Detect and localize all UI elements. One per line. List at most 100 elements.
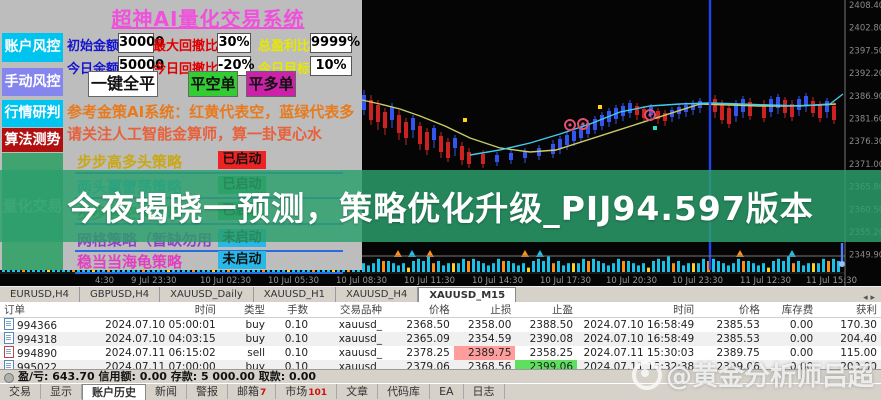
sidebar-item-2[interactable]: 行情研判: [2, 100, 63, 127]
chart-tab-XAUUSD_Daily[interactable]: XAUUSD_Daily: [160, 287, 254, 302]
order-doc-icon: [4, 346, 14, 358]
field-label-0: 初始金额: [67, 39, 120, 54]
field-input-2[interactable]: 9999%: [310, 33, 360, 53]
column-header-8[interactable]: 时间: [577, 302, 699, 318]
column-header-10[interactable]: 库存费: [763, 302, 818, 318]
terminal-tab-代码库[interactable]: 代码库: [378, 384, 431, 399]
weibo-watermark-text: @黄金分析师吕超: [666, 362, 875, 392]
action-button-1[interactable]: 平空单: [188, 71, 238, 97]
svg-text:10 Jul 14:30: 10 Jul 14:30: [472, 276, 523, 286]
cell: 2358.00: [467, 319, 512, 331]
terminal-tab-市场[interactable]: 市场101: [276, 384, 338, 399]
cell: 994366: [0, 318, 88, 332]
column-header-2[interactable]: 类型: [219, 302, 269, 318]
chart-tab-XAUUSD_M15[interactable]: XAUUSD_M15: [418, 287, 517, 303]
svg-text:2386.90: 2386.90: [849, 92, 881, 102]
terminal-tab-bar: 交易 显示 账户历史 新闻 警报 邮箱7 市场101 文章 代码库 EA 日志: [0, 383, 881, 400]
cell: 2389.75: [453, 346, 516, 360]
cell: 2024.07.11 06:15:02: [105, 347, 216, 359]
cell: 0.10: [284, 319, 309, 331]
strategy-name-0: 步步高多头策略: [77, 153, 183, 171]
cell: 204.40: [817, 332, 881, 346]
column-header-7[interactable]: 止盈: [515, 302, 577, 318]
cell: xauusd_: [312, 332, 387, 346]
strategy-status-button-0[interactable]: 已启动: [218, 151, 266, 169]
panel-note-0: 参考金策AI系统：红黄代表空，蓝绿代表多: [67, 103, 355, 121]
order-row-994890[interactable]: 994890 2024.07.11 06:15:02 sell 0.10 xauusd_…: [0, 346, 881, 360]
strategy-underline: [75, 250, 343, 252]
chart-tab-GBPUSD,H4[interactable]: GBPUSD,H4: [80, 287, 161, 302]
cell: 170.30: [840, 319, 877, 331]
svg-text:2397.50: 2397.50: [849, 46, 881, 56]
svg-text:4:30: 4:30: [95, 276, 114, 286]
sidebar-item-0[interactable]: 账户风控: [2, 33, 63, 62]
field-label-2: 总盈利比: [258, 39, 311, 54]
field-input-5[interactable]: 10%: [310, 56, 352, 76]
cell: 2368.50: [406, 319, 450, 331]
svg-text:10 Jul 08:30: 10 Jul 08:30: [336, 276, 387, 286]
chart-tab-XAUUSD_H4[interactable]: XAUUSD_H4: [336, 287, 419, 302]
cell: 2024.07.10 16:58:49: [577, 332, 699, 346]
column-header-11[interactable]: 获利: [817, 302, 881, 318]
svg-text:10 Jul 17:30: 10 Jul 17:30: [540, 276, 591, 286]
svg-text:10 Jul 11:30: 10 Jul 11:30: [404, 276, 455, 286]
strategy-underline: [75, 272, 343, 274]
cell: 0.00: [789, 319, 814, 331]
status-orb-icon: [4, 373, 14, 383]
svg-text:10 Jul 05:30: 10 Jul 05:30: [268, 276, 319, 286]
field-input-1[interactable]: 30%: [217, 33, 251, 53]
field-input-0[interactable]: 30000: [118, 33, 164, 53]
terminal-tab-EA[interactable]: EA: [430, 384, 464, 399]
sidebar-item-1[interactable]: 手动风控: [2, 68, 63, 96]
weibo-eye-icon: [632, 359, 662, 390]
cell: 994890: [0, 346, 88, 360]
strategy-status-button-4[interactable]: 未启动: [218, 251, 266, 269]
sidebar-item-3[interactable]: 算法测势: [2, 128, 63, 152]
terminal-tab-新闻[interactable]: 新闻: [146, 384, 187, 399]
cell: 2390.08: [515, 332, 577, 346]
terminal-tab-日志[interactable]: 日志: [464, 384, 505, 399]
panel-note-1: 请关注人工智能金算师，算一卦更心水: [67, 125, 323, 143]
svg-text:2392.20: 2392.20: [849, 69, 881, 79]
column-header-1[interactable]: 时间: [88, 302, 220, 318]
panel-title: 超神AI量化交易系统: [111, 7, 305, 31]
tab-scroll-icons[interactable]: ◂ ▸: [863, 293, 875, 303]
svg-text:2408.40: 2408.40: [849, 1, 881, 11]
cell: 2024.07.11 15:30:03: [583, 347, 695, 359]
terminal-tab-账户历史[interactable]: 账户历史: [82, 384, 146, 400]
terminal-tab-文章[interactable]: 文章: [337, 384, 379, 399]
svg-text:2381.60: 2381.60: [849, 115, 881, 125]
terminal-tab-显示[interactable]: 显示: [41, 384, 82, 399]
promo-watermark-band: 今夜揭晓一预测，策略优化升级_PIJ94.597版本: [0, 170, 881, 242]
order-row-994366[interactable]: 994366 2024.07.10 05:00:01 buy 0.10 xauusd_ 2…: [0, 318, 881, 332]
action-button-0[interactable]: 一键全平: [88, 71, 158, 97]
action-button-2[interactable]: 平多单: [246, 71, 296, 97]
column-header-6[interactable]: 止损: [453, 302, 516, 318]
account-summary-text: 盈/亏: 643.70 信用额: 0.00 存款: 5 000.00 取款: 0…: [18, 370, 317, 383]
svg-text:11 Jul 12:30: 11 Jul 12:30: [740, 276, 791, 286]
column-header-3[interactable]: 手数: [269, 302, 313, 318]
terminal-tab-警报[interactable]: 警报: [187, 384, 228, 399]
cell: 2024.07.10 04:03:15: [88, 332, 220, 346]
cell: 0.10: [284, 347, 309, 359]
cell: 2385.53: [716, 319, 760, 331]
terminal-tab-交易[interactable]: 交易: [0, 384, 41, 399]
column-header-5[interactable]: 价格: [386, 302, 454, 318]
cell: sell: [247, 347, 265, 359]
chart-tab-EURUSD,H4[interactable]: EURUSD,H4: [0, 287, 81, 302]
cell: xauusd_: [338, 319, 383, 331]
order-doc-icon: [4, 332, 14, 344]
cell: 0.10: [269, 332, 313, 346]
column-header-0[interactable]: 订单: [0, 302, 89, 318]
order-row-994318[interactable]: 994318 2024.07.10 04:03:15 buy 0.10 xauusd_ 2…: [0, 332, 881, 346]
column-header-9[interactable]: 价格: [698, 302, 764, 318]
chart-tab-strip: EURUSD,H4 GBPUSD,H4 XAUUSD_Daily XAUUSD_H1 X…: [0, 286, 881, 303]
svg-text:11 Jul 15:30: 11 Jul 15:30: [806, 276, 857, 286]
svg-text:2371.00: 2371.00: [849, 160, 881, 170]
terminal-tab-邮箱[interactable]: 邮箱7: [228, 384, 277, 399]
svg-text:2349.90: 2349.90: [849, 251, 881, 261]
chart-tab-XAUUSD_H1[interactable]: XAUUSD_H1: [254, 287, 337, 302]
column-header-4[interactable]: 交易品种: [312, 302, 387, 318]
svg-text:10 Jul 20:30: 10 Jul 20:30: [606, 276, 657, 286]
svg-text:2376.30: 2376.30: [849, 137, 881, 147]
